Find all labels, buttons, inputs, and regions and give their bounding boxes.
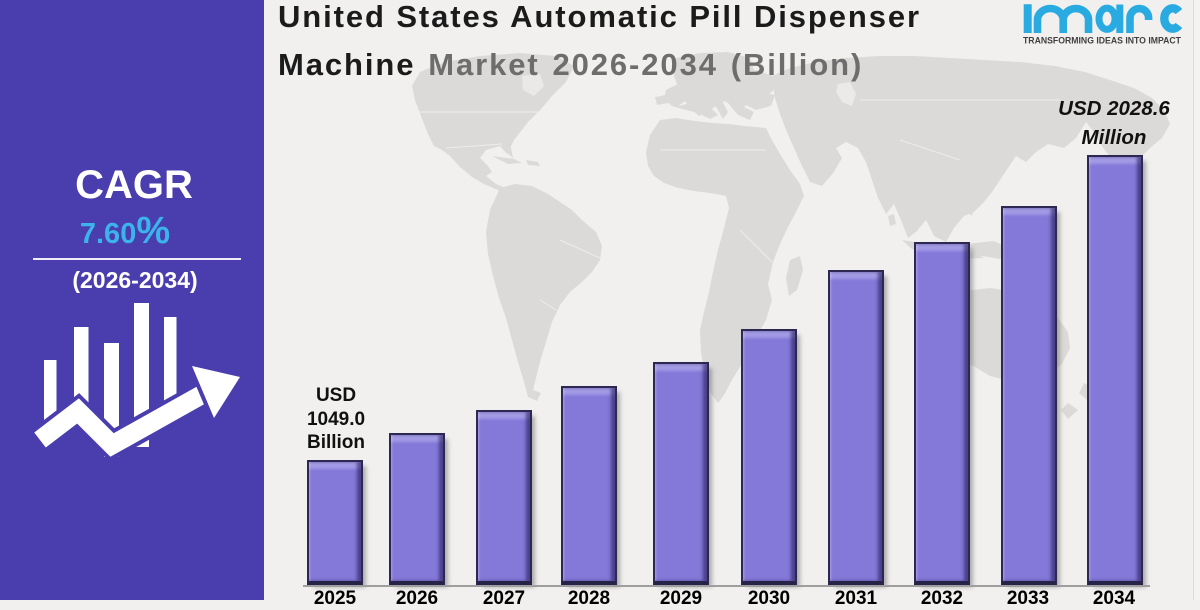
svg-text:TRANSFORMING IDEAS INTO IMPACT: TRANSFORMING IDEAS INTO IMPACT: [1023, 36, 1181, 46]
